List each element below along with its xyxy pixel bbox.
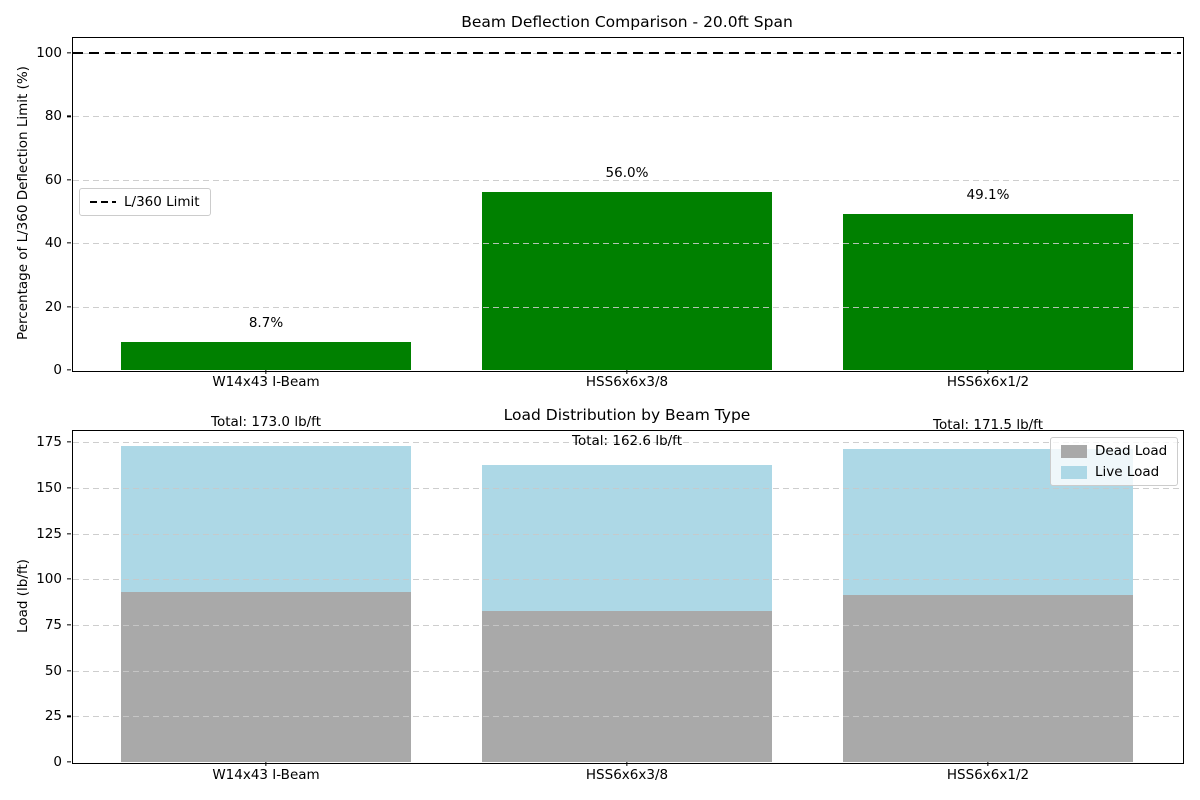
y-tick-label: 100 bbox=[36, 571, 62, 588]
y-tick-label: 125 bbox=[36, 525, 62, 542]
total-label: Total: 171.5 lb/ft bbox=[933, 416, 1043, 433]
x-tick-label-hss6x6x1-2: HSS6x6x1/2 bbox=[946, 767, 1030, 783]
legend-label: Dead Load bbox=[1095, 443, 1168, 459]
x-tick-mark bbox=[626, 762, 628, 766]
y-tick-label: 20 bbox=[44, 298, 62, 315]
gridline bbox=[73, 670, 1181, 672]
gridline bbox=[73, 179, 1181, 181]
y-tick-label: 175 bbox=[36, 434, 62, 451]
legend-entry-dead-load: Dead Load bbox=[1061, 443, 1167, 459]
gridline bbox=[73, 442, 1181, 444]
x-tick-label-hss6x6x1-2: HSS6x6x1/2 bbox=[946, 374, 1030, 390]
gridline bbox=[73, 579, 1181, 581]
y-tick-mark bbox=[67, 578, 71, 580]
dead-load-color-patch bbox=[1061, 444, 1087, 458]
legend-entry-l-360-limit: L/360 Limit bbox=[90, 194, 200, 210]
live-load-color-patch bbox=[1061, 465, 1087, 479]
legend-label: L/360 Limit bbox=[124, 194, 200, 210]
legend: L/360 Limit bbox=[79, 188, 211, 216]
y-tick-mark bbox=[67, 761, 71, 763]
bar-value-label: 56.0% bbox=[605, 165, 649, 182]
gridline bbox=[73, 116, 1181, 118]
y-tick-label: 0 bbox=[53, 362, 62, 378]
y-tick-mark bbox=[67, 242, 71, 244]
total-label: Total: 173.0 lb/ft bbox=[211, 413, 321, 430]
limit-line bbox=[73, 51, 1181, 54]
dashed-line-marker bbox=[90, 201, 116, 203]
y-tick-label: 100 bbox=[36, 44, 62, 61]
y-tick-mark bbox=[67, 624, 71, 626]
live-load-segment-hss6x6x3-8 bbox=[482, 464, 772, 611]
y-tick-label: 80 bbox=[44, 108, 62, 125]
y-tick-mark bbox=[67, 115, 71, 117]
gridline bbox=[73, 243, 1181, 245]
y-tick-label: 60 bbox=[44, 171, 62, 188]
gridline bbox=[73, 487, 1181, 489]
y-tick-mark bbox=[67, 715, 71, 717]
legend-entry-live-load: Live Load bbox=[1061, 464, 1167, 480]
dead-load-segment-hss6x6x3-8 bbox=[482, 611, 772, 762]
gridline bbox=[73, 306, 1181, 308]
bar-hss6x6x3-8 bbox=[482, 192, 772, 370]
y-tick-mark bbox=[67, 305, 71, 308]
y-tick-label: 75 bbox=[44, 616, 62, 633]
bar-value-label: 8.7% bbox=[248, 315, 284, 332]
y-tick-mark bbox=[67, 669, 71, 672]
y-tick-label: 50 bbox=[44, 662, 62, 679]
legend: Dead Load Live Load bbox=[1050, 437, 1179, 486]
deflection-chart-title: Beam Deflection Comparison - 20.0ft Span bbox=[461, 13, 793, 31]
y-tick-label: 40 bbox=[44, 235, 62, 252]
x-tick-label-hss6x6x3-8: HSS6x6x3/8 bbox=[585, 767, 669, 783]
x-tick-label-w14x43-i-beam: W14x43 I-Beam bbox=[212, 767, 320, 783]
gridline bbox=[73, 716, 1181, 718]
x-tick-mark bbox=[987, 370, 989, 374]
load-chart-title: Load Distribution by Beam Type bbox=[503, 406, 751, 424]
x-tick-mark bbox=[265, 762, 267, 766]
total-label: Total: 162.6 lb/ft bbox=[572, 432, 682, 449]
y-tick-mark bbox=[67, 487, 71, 489]
bar-w14x43-i-beam bbox=[121, 342, 411, 370]
y-tick-mark bbox=[67, 532, 71, 535]
y-tick-mark bbox=[67, 52, 71, 54]
x-tick-label-hss6x6x3-8: HSS6x6x3/8 bbox=[585, 374, 669, 390]
y-tick-label: 0 bbox=[53, 754, 62, 770]
y-tick-label: 25 bbox=[44, 708, 62, 725]
y-tick-mark bbox=[67, 369, 71, 371]
x-tick-mark bbox=[987, 762, 989, 766]
x-tick-mark bbox=[626, 370, 628, 374]
legend-label: Live Load bbox=[1095, 464, 1160, 480]
y-tick-label: 150 bbox=[36, 479, 62, 496]
gridline bbox=[73, 624, 1181, 626]
bar-hss6x6x1-2 bbox=[843, 214, 1133, 370]
bar-value-label: 49.1% bbox=[966, 187, 1010, 204]
gridline bbox=[73, 533, 1181, 535]
dead-load-segment-hss6x6x1-2 bbox=[843, 594, 1133, 762]
y-tick-mark bbox=[67, 441, 71, 443]
x-tick-label-w14x43-i-beam: W14x43 I-Beam bbox=[212, 374, 320, 390]
dead-load-segment-w14x43-i-beam bbox=[121, 592, 411, 762]
x-tick-mark bbox=[265, 370, 267, 374]
live-load-segment-w14x43-i-beam bbox=[121, 445, 411, 592]
y-tick-mark bbox=[67, 179, 71, 181]
